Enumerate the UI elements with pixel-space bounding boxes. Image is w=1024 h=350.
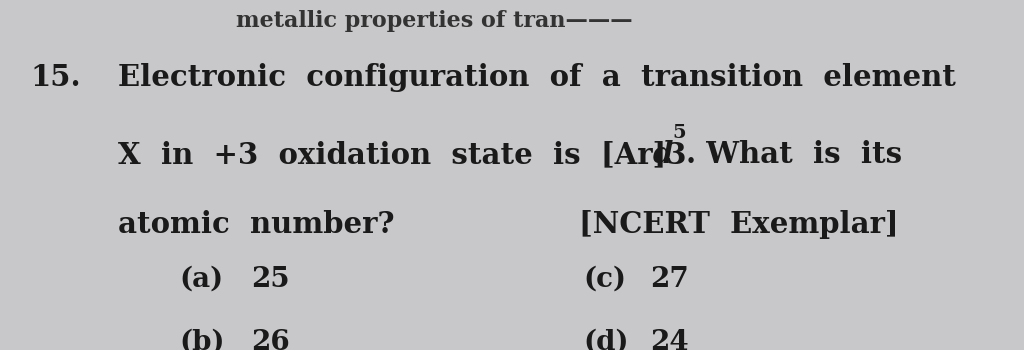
Text: [NCERT  Exemplar]: [NCERT Exemplar] — [579, 210, 898, 239]
Text: . What  is  its: . What is its — [686, 140, 902, 169]
Text: (c): (c) — [584, 266, 627, 293]
Text: 15.: 15. — [31, 63, 81, 92]
Text: atomic  number?: atomic number? — [118, 210, 394, 239]
Text: 27: 27 — [650, 266, 689, 293]
Text: metallic properties of tran———: metallic properties of tran——— — [236, 10, 632, 33]
Text: 25: 25 — [251, 266, 290, 293]
Text: (b): (b) — [179, 329, 224, 350]
Text: Electronic  configuration  of  a  transition  element: Electronic configuration of a transition… — [118, 63, 955, 92]
Text: (d): (d) — [584, 329, 629, 350]
Text: 24: 24 — [650, 329, 689, 350]
Text: d: d — [652, 140, 673, 169]
Text: (a): (a) — [179, 266, 223, 293]
Text: 5: 5 — [673, 124, 686, 142]
Text: X  in  +3  oxidation  state  is  [Ar]3: X in +3 oxidation state is [Ar]3 — [118, 140, 686, 169]
Text: 26: 26 — [251, 329, 290, 350]
